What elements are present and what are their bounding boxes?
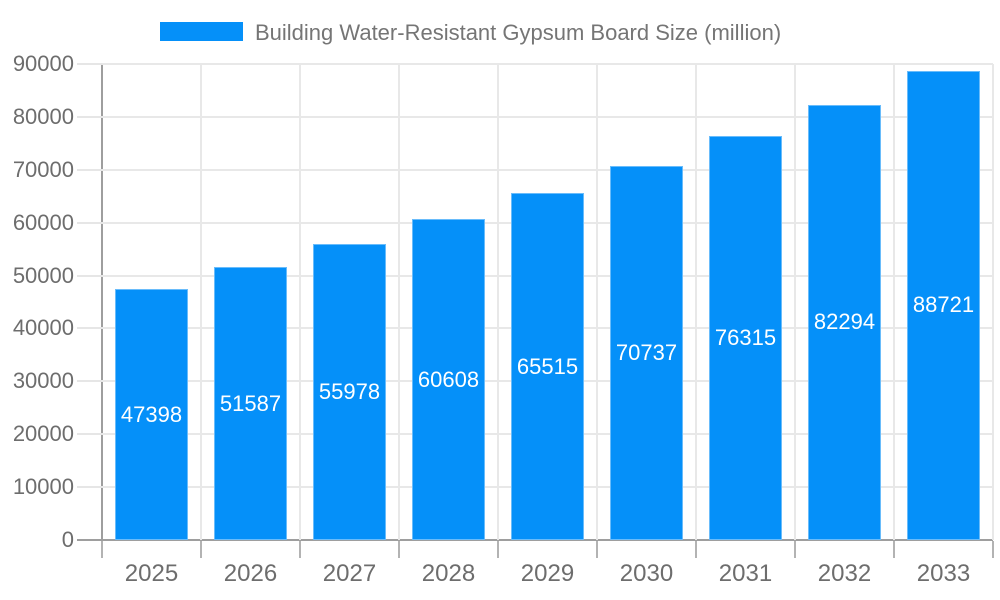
y-axis-tick-label: 0 xyxy=(61,527,74,552)
x-axis-line xyxy=(77,539,993,541)
y-axis-tick-label: 40000 xyxy=(12,315,74,341)
y-axis-tick xyxy=(77,63,102,65)
legend-label[interactable]: Building Water-Resistant Gypsum Board Si… xyxy=(255,20,782,45)
y-gridline xyxy=(102,115,993,118)
bar-value-label: 76315 xyxy=(714,325,777,351)
bar-2032[interactable] xyxy=(808,104,881,540)
x-axis-tick xyxy=(992,541,994,558)
bar-value-label: 55978 xyxy=(318,378,381,404)
x-axis-tick-label: 2027 xyxy=(322,560,377,587)
y-axis-tick-label: 30000 xyxy=(12,368,74,394)
y-axis-tick xyxy=(77,221,102,224)
category-gridline xyxy=(497,64,499,540)
category-gridline xyxy=(695,64,697,540)
y-axis-tick xyxy=(77,486,102,489)
x-axis-tick-label: 2025 xyxy=(124,560,179,587)
x-axis-tick-label: 2032 xyxy=(817,560,872,587)
category-gridline xyxy=(992,64,994,540)
y-axis-tick-label: 20000 xyxy=(12,421,74,447)
x-axis-tick-label: 2033 xyxy=(916,560,971,587)
bar-value-label: 65515 xyxy=(516,353,579,379)
x-axis-tick-label: 2031 xyxy=(718,560,773,587)
bar-2029[interactable] xyxy=(511,193,584,540)
category-gridline xyxy=(893,64,895,540)
category-gridline xyxy=(299,64,301,540)
category-gridline xyxy=(794,64,796,540)
y-axis-tick-label: 50000 xyxy=(12,262,74,288)
x-axis-tick-label: 2026 xyxy=(223,560,278,587)
y-axis-tick-label: 70000 xyxy=(12,156,74,182)
bar-value-label: 60608 xyxy=(417,366,480,392)
bar-2027[interactable] xyxy=(313,243,386,540)
x-axis-tick xyxy=(893,541,895,558)
y-axis-tick xyxy=(77,433,102,436)
bar-value-label: 82294 xyxy=(813,309,876,335)
x-axis-tick xyxy=(794,541,796,558)
x-axis-tick xyxy=(299,541,301,558)
x-axis-tick-label: 2029 xyxy=(520,560,575,587)
y-axis-line xyxy=(101,64,103,541)
bar-value-label: 70737 xyxy=(615,339,678,365)
bar-2028[interactable] xyxy=(412,219,485,540)
bar-2030[interactable] xyxy=(610,165,683,540)
bar-2025[interactable] xyxy=(115,289,188,540)
y-axis-tick-label: 80000 xyxy=(12,103,74,129)
x-axis-tick-label: 2030 xyxy=(619,560,674,587)
bar-2033[interactable] xyxy=(907,70,980,540)
y-axis-tick-label: 90000 xyxy=(12,51,74,76)
y-axis-tick xyxy=(77,327,102,330)
bar-2031[interactable] xyxy=(709,136,782,540)
y-gridline xyxy=(102,63,993,65)
category-gridline xyxy=(596,64,598,540)
x-axis-tick-label: 2028 xyxy=(421,560,476,587)
category-gridline xyxy=(398,64,400,540)
y-gridline xyxy=(102,168,993,171)
y-axis-tick-label: 60000 xyxy=(12,209,74,235)
y-axis-tick-label: 10000 xyxy=(12,474,74,500)
y-axis-tick xyxy=(77,115,102,118)
y-axis-tick xyxy=(77,274,102,277)
y-axis-tick xyxy=(77,380,102,383)
x-axis-tick xyxy=(101,541,103,558)
bar-value-label: 47398 xyxy=(120,401,183,427)
x-axis-tick xyxy=(398,541,400,558)
x-axis-tick xyxy=(596,541,598,558)
x-axis-tick xyxy=(200,541,202,558)
y-axis-tick xyxy=(77,168,102,171)
legend-swatch[interactable] xyxy=(160,22,243,41)
x-axis-tick xyxy=(497,541,499,558)
bar-value-label: 88721 xyxy=(912,292,975,318)
x-axis-tick xyxy=(695,541,697,558)
bar-value-label: 51587 xyxy=(219,390,282,416)
bar-2026[interactable] xyxy=(214,267,287,540)
category-gridline xyxy=(200,64,202,540)
